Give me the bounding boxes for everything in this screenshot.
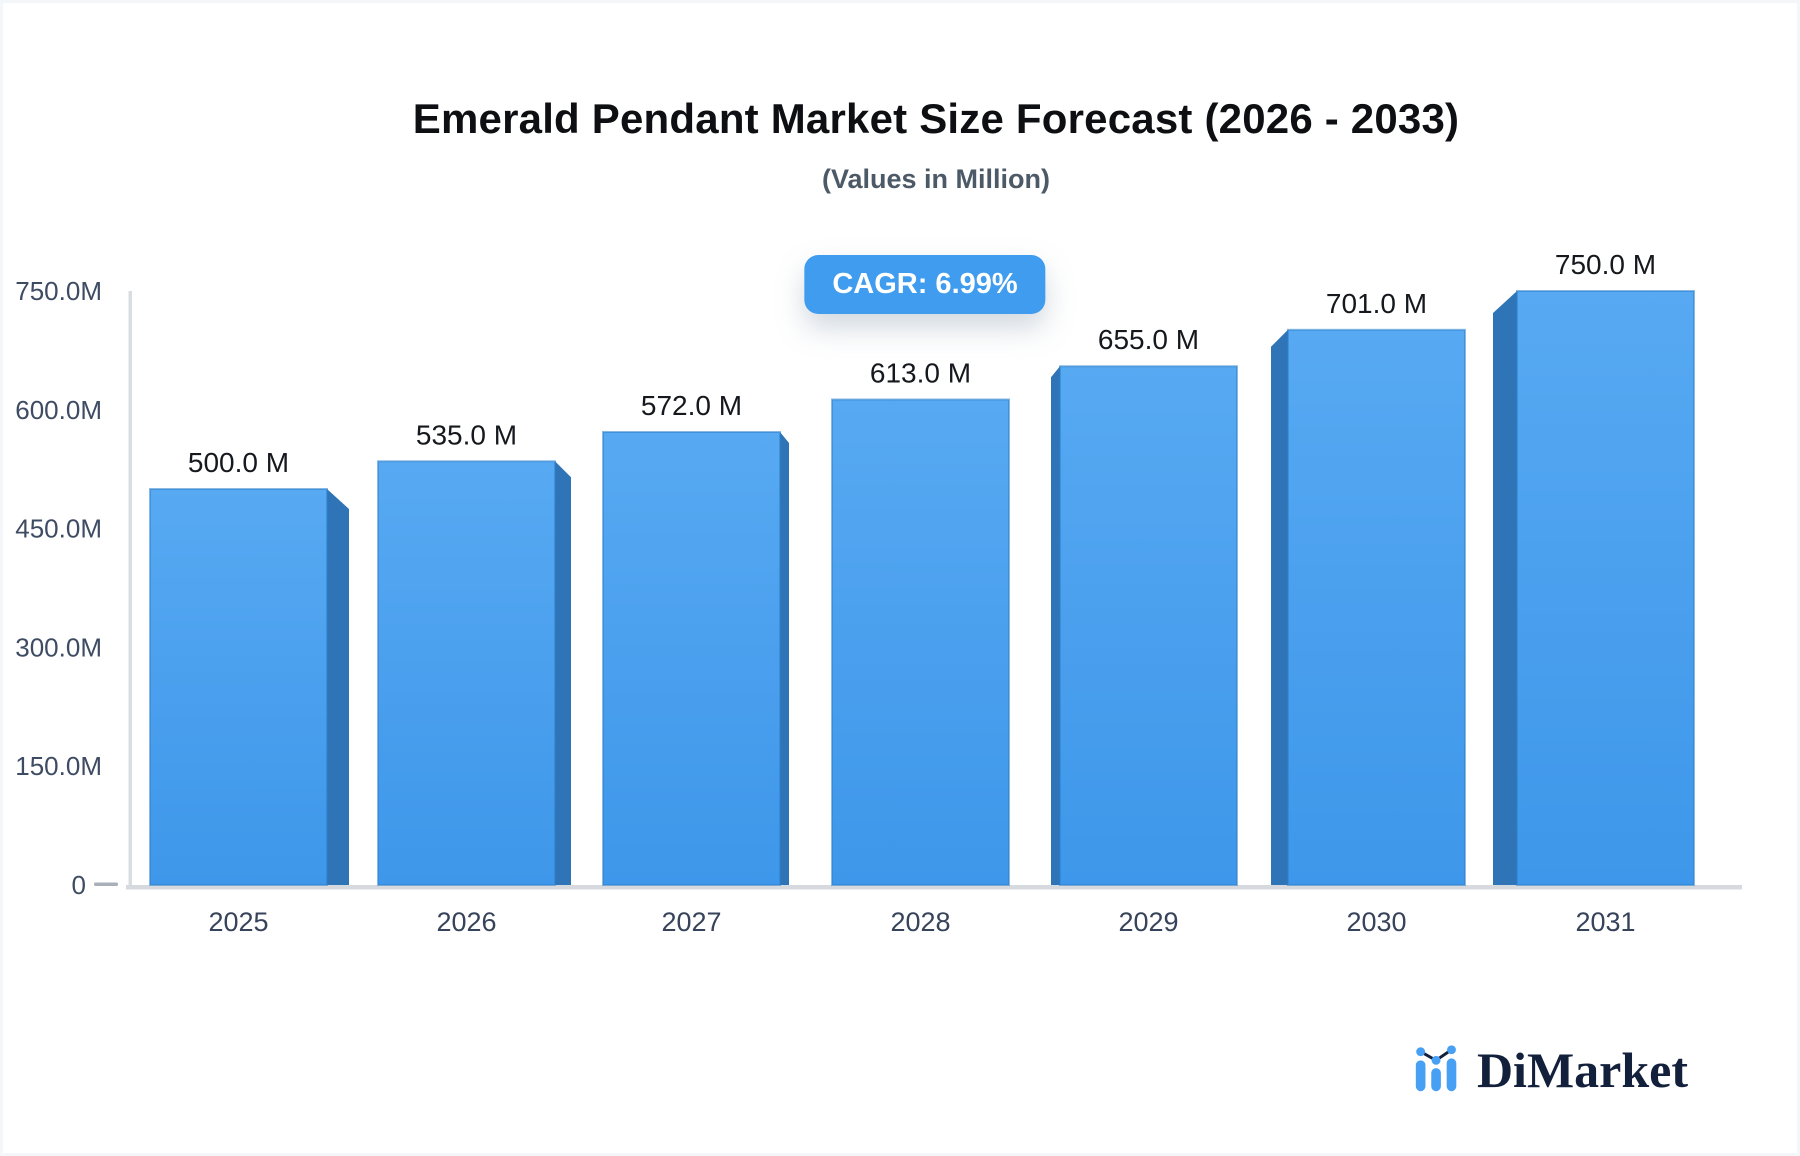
bar-2031[interactable] [1516, 290, 1695, 886]
x-axis-label-2028: 2028 [890, 907, 950, 937]
x-axis-label-2027: 2027 [661, 907, 721, 937]
bar-2029[interactable] [1059, 365, 1238, 886]
value-label-2026: 535.0 M [416, 419, 517, 450]
bar-side-2030 [1271, 329, 1288, 886]
x-axis-label-2029: 2029 [1118, 907, 1178, 937]
bar-side-2027 [780, 431, 789, 885]
brand-logo: DiMarket [1411, 1040, 1688, 1100]
value-label-2030: 701.0 M [1326, 288, 1427, 319]
value-label-2025: 500.0 M [188, 447, 289, 478]
bar-2030[interactable] [1287, 328, 1466, 887]
value-label-2031: 750.0 M [1555, 249, 1656, 280]
bar-side-2025 [327, 489, 349, 885]
page-subtitle: (Values in Million) [821, 164, 1051, 194]
y-axis-label-750.0M: 750.0M [15, 276, 102, 306]
brand-name: DiMarket [1476, 1042, 1688, 1098]
value-label-2027: 572.0 M [641, 390, 742, 421]
bar-side-2026 [555, 461, 571, 885]
dimarket-logo-icon [1415, 1045, 1457, 1092]
bar-2025[interactable] [149, 488, 328, 886]
x-axis-label-2025: 2025 [208, 907, 268, 937]
x-axis-label-2031: 2031 [1575, 907, 1635, 937]
bar-side-2031 [1493, 291, 1517, 885]
y-axis-label-450.0M: 450.0M [15, 514, 102, 544]
value-label-2028: 613.0 M [870, 358, 971, 389]
bar-side-2029 [1051, 366, 1060, 885]
y-axis-line [128, 291, 132, 889]
zero-tick [94, 882, 118, 886]
page-title: Emerald Pendant Market Size Forecast (20… [412, 95, 1460, 142]
bar-2026[interactable] [377, 460, 556, 886]
x-axis-label-2030: 2030 [1346, 907, 1406, 937]
y-axis-label-150.0M: 150.0M [15, 751, 102, 781]
y-axis-label-600.0M: 600.0M [15, 395, 102, 425]
bar-2028[interactable] [831, 398, 1010, 886]
y-axis-label-300.0M: 300.0M [15, 632, 102, 662]
y-axis-label-0: 0 [72, 870, 86, 900]
x-axis-label-2026: 2026 [436, 907, 496, 937]
x-axis-line [126, 885, 1742, 890]
cagr-badge: CAGR: 6.99% [804, 255, 1046, 314]
value-label-2029: 655.0 M [1098, 324, 1199, 355]
bar-2027[interactable] [602, 430, 781, 886]
